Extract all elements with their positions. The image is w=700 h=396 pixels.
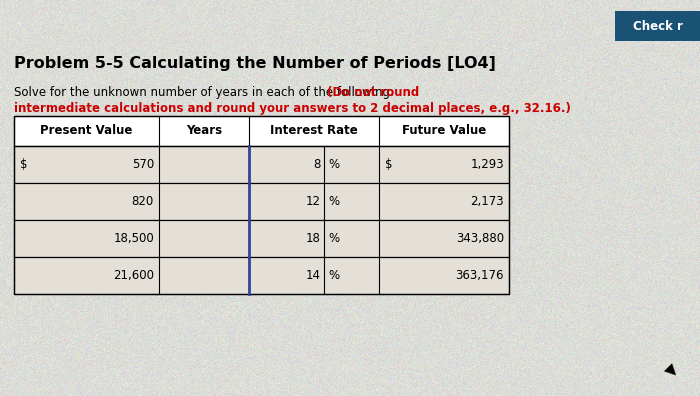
Text: ▶: ▶ bbox=[662, 362, 682, 381]
Text: %: % bbox=[328, 269, 339, 282]
Text: 2,173: 2,173 bbox=[470, 195, 504, 208]
Text: 12: 12 bbox=[305, 195, 321, 208]
Text: %: % bbox=[328, 232, 339, 245]
Text: intermediate calculations and round your answers to 2 decimal places, e.g., 32.1: intermediate calculations and round your… bbox=[14, 102, 571, 115]
Text: 1,293: 1,293 bbox=[470, 158, 504, 171]
Text: Interest Rate: Interest Rate bbox=[270, 124, 358, 137]
FancyBboxPatch shape bbox=[615, 11, 700, 41]
FancyBboxPatch shape bbox=[14, 220, 509, 257]
Text: $: $ bbox=[385, 158, 393, 171]
Text: Future Value: Future Value bbox=[402, 124, 486, 137]
Text: Problem 5-5 Calculating the Number of Periods [LO4]: Problem 5-5 Calculating the Number of Pe… bbox=[14, 56, 496, 71]
Text: Solve for the unknown number of years in each of the following:: Solve for the unknown number of years in… bbox=[14, 86, 398, 99]
Text: 343,880: 343,880 bbox=[456, 232, 504, 245]
Text: %: % bbox=[328, 158, 339, 171]
Text: 18,500: 18,500 bbox=[113, 232, 154, 245]
Text: 570: 570 bbox=[132, 158, 154, 171]
Text: Years: Years bbox=[186, 124, 222, 137]
Text: 820: 820 bbox=[132, 195, 154, 208]
Text: 14: 14 bbox=[305, 269, 321, 282]
Text: 363,176: 363,176 bbox=[456, 269, 504, 282]
Text: Check r: Check r bbox=[633, 19, 682, 32]
Text: 8: 8 bbox=[313, 158, 321, 171]
FancyBboxPatch shape bbox=[14, 257, 509, 294]
Text: (Do not round: (Do not round bbox=[327, 86, 419, 99]
Text: $: $ bbox=[20, 158, 27, 171]
Text: 18: 18 bbox=[305, 232, 321, 245]
Text: 21,600: 21,600 bbox=[113, 269, 154, 282]
FancyBboxPatch shape bbox=[14, 146, 509, 183]
Text: Present Value: Present Value bbox=[41, 124, 133, 137]
FancyBboxPatch shape bbox=[14, 116, 509, 146]
Text: %: % bbox=[328, 195, 339, 208]
FancyBboxPatch shape bbox=[14, 183, 509, 220]
